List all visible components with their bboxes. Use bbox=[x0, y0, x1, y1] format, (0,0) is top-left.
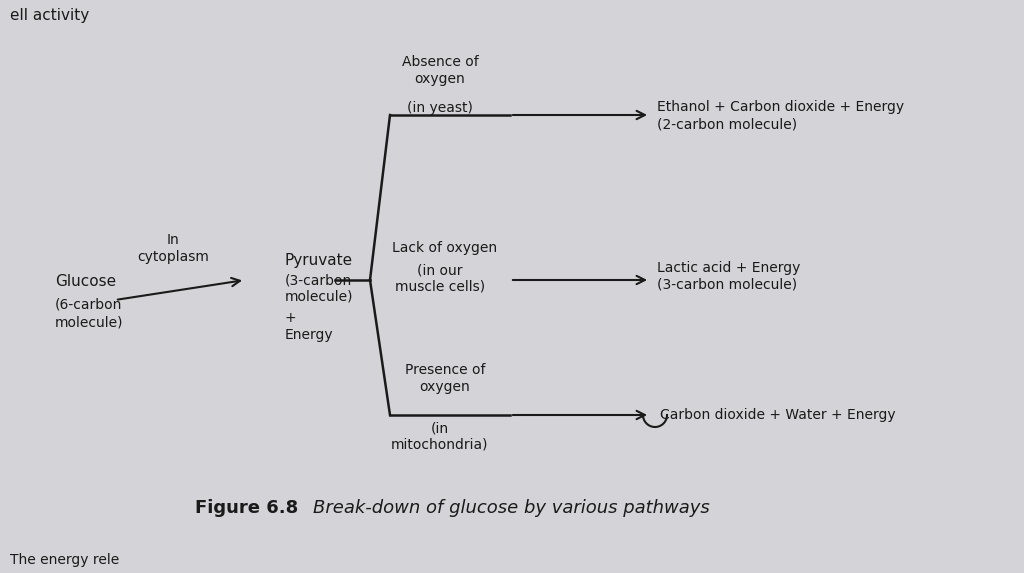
Text: (3-carbon: (3-carbon bbox=[285, 273, 352, 287]
Text: ell activity: ell activity bbox=[10, 8, 89, 23]
Text: Carbon dioxide + Water + Energy: Carbon dioxide + Water + Energy bbox=[660, 408, 896, 422]
Text: cytoplasm: cytoplasm bbox=[137, 250, 209, 264]
Text: Glucose: Glucose bbox=[55, 274, 116, 289]
Text: muscle cells): muscle cells) bbox=[395, 280, 485, 294]
Text: Presence of: Presence of bbox=[404, 363, 485, 377]
Text: (in yeast): (in yeast) bbox=[408, 101, 473, 115]
Text: Ethanol + Carbon dioxide + Energy: Ethanol + Carbon dioxide + Energy bbox=[657, 100, 904, 114]
Text: Lactic acid + Energy: Lactic acid + Energy bbox=[657, 261, 801, 275]
Text: In: In bbox=[167, 233, 179, 247]
Text: Pyruvate: Pyruvate bbox=[285, 253, 353, 268]
Text: oxygen: oxygen bbox=[415, 72, 465, 86]
Text: The energy rele: The energy rele bbox=[10, 553, 119, 567]
Text: Figure 6.8: Figure 6.8 bbox=[195, 499, 304, 517]
Text: (2-carbon molecule): (2-carbon molecule) bbox=[657, 117, 797, 131]
Text: (6-carbon: (6-carbon bbox=[55, 298, 123, 312]
Text: +: + bbox=[285, 311, 297, 325]
Text: Break-down of glucose by various pathways: Break-down of glucose by various pathway… bbox=[313, 499, 710, 517]
Text: mitochondria): mitochondria) bbox=[391, 438, 488, 452]
Text: Absence of: Absence of bbox=[401, 55, 478, 69]
Text: (in: (in bbox=[431, 421, 450, 435]
Text: (in our: (in our bbox=[417, 263, 463, 277]
Text: molecule): molecule) bbox=[55, 315, 124, 329]
Text: oxygen: oxygen bbox=[420, 380, 470, 394]
Text: Energy: Energy bbox=[285, 328, 334, 342]
Text: (3-carbon molecule): (3-carbon molecule) bbox=[657, 278, 797, 292]
Text: molecule): molecule) bbox=[285, 290, 353, 304]
Text: Lack of oxygen: Lack of oxygen bbox=[392, 241, 498, 255]
